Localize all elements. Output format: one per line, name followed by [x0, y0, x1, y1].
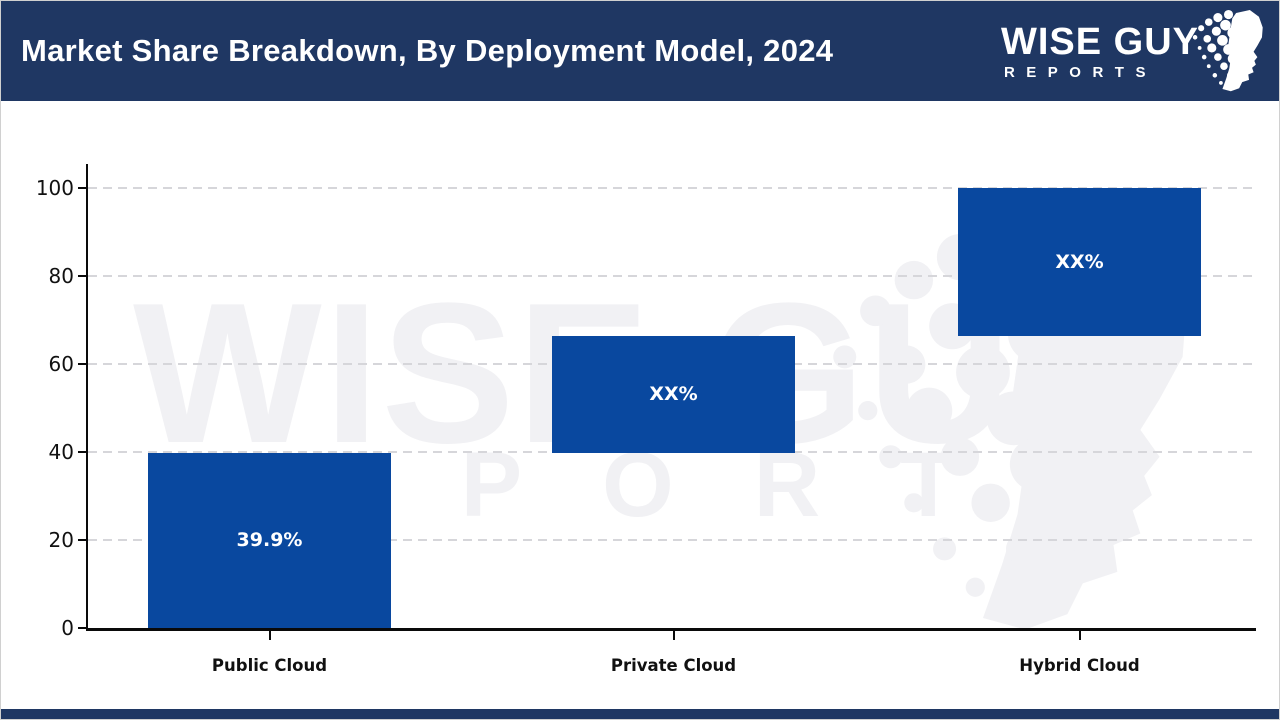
- bar-value-label: XX%: [649, 383, 698, 406]
- y-axis-tick-mark: [78, 275, 87, 278]
- gridline-y80: [88, 275, 1256, 278]
- bar-value-label: 39.9%: [236, 529, 303, 552]
- logo-text: WISE GUY REPORTS: [1001, 23, 1199, 80]
- gridline-y100: [88, 187, 1256, 190]
- y-axis-tick-mark: [78, 539, 87, 542]
- bar-value-label: XX%: [1055, 251, 1104, 274]
- y-axis-tick-label: 40: [48, 440, 74, 465]
- gridline-y20: [88, 539, 1256, 542]
- x-axis-tick-mark: [268, 631, 271, 640]
- x-axis-tick-mark: [1078, 631, 1081, 640]
- bar-public-cloud: 39.9%: [148, 452, 391, 628]
- plot-area: 0 20 40 60 80 100 39.9% Public Cloud XX% Private …: [36, 164, 1256, 675]
- header-bar: Market Share Breakdown, By Deployment Mo…: [1, 1, 1279, 101]
- x-axis-label-private-cloud: Private Cloud: [610, 656, 737, 675]
- y-axis-tick-label: 0: [61, 616, 74, 640]
- x-axis-label-hybrid-cloud: Hybrid Cloud: [1019, 656, 1140, 675]
- page-title: Market Share Breakdown, By Deployment Mo…: [21, 33, 834, 68]
- y-axis-tick-label: 100: [35, 176, 74, 201]
- y-axis-tick-mark: [78, 363, 87, 366]
- y-axis-tick-label: 80: [48, 264, 74, 289]
- y-axis-tick-mark: [78, 187, 87, 190]
- wiseguy-logo: WISE GUY REPORTS: [1001, 7, 1265, 95]
- logo-dotface-icon: [1192, 9, 1263, 92]
- logo-wordmark: WISE GUY: [1000, 20, 1199, 63]
- y-axis-tick-mark: [78, 451, 87, 454]
- x-axis-tick-mark: [672, 631, 675, 640]
- bar-private-cloud: XX%: [552, 335, 795, 453]
- logo-subtitle: REPORTS: [1003, 63, 1157, 81]
- y-axis-tick-label: 20: [48, 528, 74, 553]
- x-axis-label-public-cloud: Public Cloud: [211, 656, 328, 675]
- y-axis-tick-mark: [78, 627, 87, 629]
- bar-hybrid-cloud: XX%: [958, 188, 1201, 336]
- footer-bar: [1, 709, 1279, 719]
- y-axis-tick-label: 60: [48, 352, 74, 377]
